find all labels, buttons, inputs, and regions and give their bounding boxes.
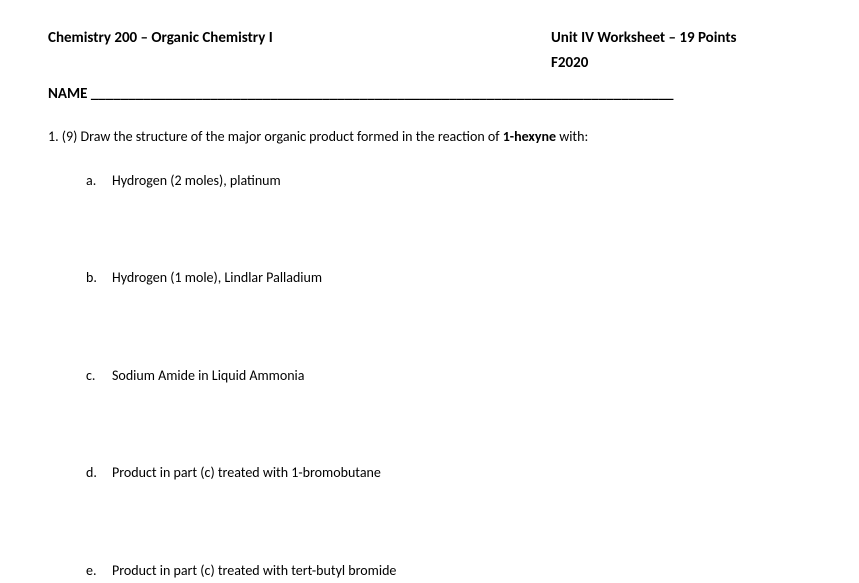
subitem-text: Product in part (c) treated with tert-bu… — [112, 561, 811, 581]
subitem-text: Hydrogen (1 mole), Lindlar Palladium — [112, 268, 811, 288]
worksheet-title: Unit IV Worksheet – 19 Points — [551, 28, 811, 49]
subitem-text: Sodium Amide in Liquid Ammonia — [112, 366, 811, 386]
subitem-letter: c. — [86, 366, 112, 386]
subitem-e: e. Product in part (c) treated with tert… — [86, 561, 811, 581]
name-field-row: NAME ___________________________________… — [48, 84, 811, 105]
subitem-c: c. Sodium Amide in Liquid Ammonia — [86, 366, 811, 386]
semester-label: F2020 — [551, 53, 811, 74]
question-prompt-post: with: — [556, 128, 588, 145]
subitem-letter: d. — [86, 463, 112, 483]
question-prompt-pre: Draw the structure of the major organic … — [81, 128, 503, 145]
subitem-a: a. Hydrogen (2 moles), platinum — [86, 171, 811, 191]
subitem-letter: a. — [86, 171, 112, 191]
course-title: Chemistry 200 – Organic Chemistry I — [48, 28, 273, 49]
subitem-b: b. Hydrogen (1 mole), Lindlar Palladium — [86, 268, 811, 288]
subitem-text: Product in part (c) treated with 1-bromo… — [112, 463, 811, 483]
subitem-d: d. Product in part (c) treated with 1-br… — [86, 463, 811, 483]
subitem-text: Hydrogen (2 moles), platinum — [112, 171, 811, 191]
name-label: NAME — [48, 85, 87, 103]
name-blank-line: ________________________________________… — [91, 85, 674, 103]
question-compound: 1-hexyne — [503, 128, 556, 145]
subitem-letter: e. — [86, 561, 112, 581]
question-1: 1. (9) Draw the structure of the major o… — [48, 127, 811, 147]
question-number: 1. (9) — [48, 128, 81, 145]
subitem-letter: b. — [86, 268, 112, 288]
